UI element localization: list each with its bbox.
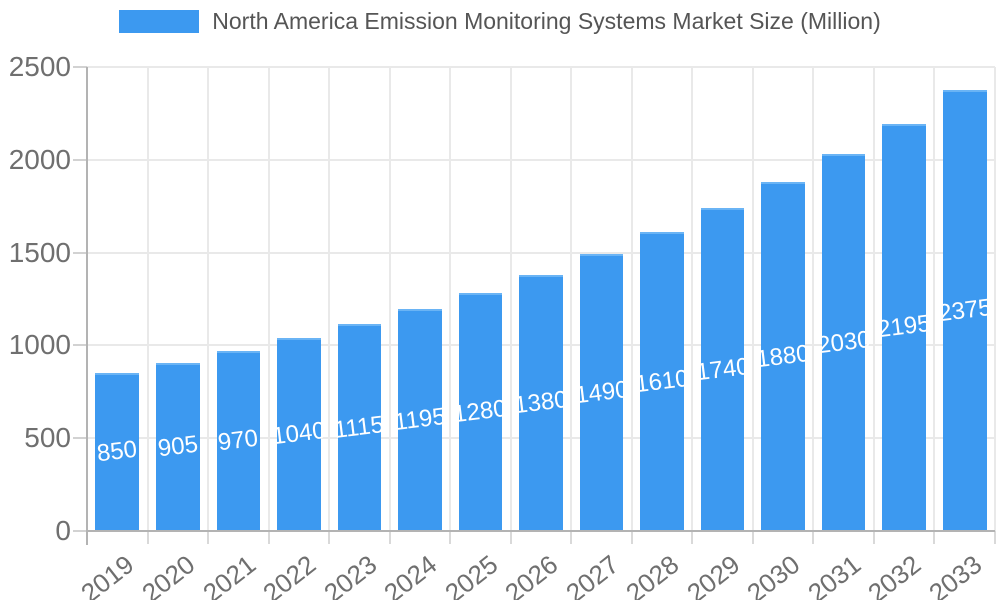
bar-value-label: 1740 [694, 352, 751, 386]
y-gridline [87, 66, 995, 68]
x-axis-tick [449, 531, 452, 544]
bar[interactable] [640, 232, 684, 531]
bar[interactable] [700, 208, 745, 531]
x-gridline [388, 67, 391, 531]
legend-item[interactable]: North America Emission Monitoring System… [119, 8, 881, 34]
y-axis-tick-label: 2500 [8, 51, 71, 82]
bar[interactable] [519, 274, 563, 531]
chart-legend: North America Emission Monitoring System… [0, 10, 1000, 33]
x-axis-tick [388, 531, 391, 544]
x-gridline [509, 67, 512, 531]
y-axis-tick-label: 1500 [8, 236, 71, 268]
bar[interactable] [458, 293, 503, 531]
x-axis-tick-label: 2027 [559, 549, 625, 600]
bar-value-label: 1490 [573, 375, 630, 409]
y-axis-tick [73, 437, 87, 440]
bar[interactable] [761, 182, 805, 531]
x-axis-tick-label: 2030 [741, 549, 806, 600]
x-axis-tick [570, 531, 573, 544]
y-axis-tick-label: 1000 [8, 329, 71, 361]
y-gridline [87, 158, 995, 161]
x-gridline [328, 67, 331, 531]
x-axis-tick-label: 2029 [681, 549, 746, 600]
x-axis-tick [328, 531, 331, 544]
x-axis-tick-label: 2023 [317, 549, 382, 600]
x-gridline [449, 67, 452, 531]
legend-color-swatch [119, 10, 200, 33]
bar-value-label: 2375 [936, 293, 993, 327]
bar[interactable] [95, 373, 140, 531]
bar[interactable] [942, 90, 987, 531]
bar-value-label: 1115 [332, 410, 386, 444]
x-axis-tick [630, 531, 633, 544]
bar[interactable] [216, 350, 261, 531]
x-axis-tick-label: 2032 [862, 549, 927, 600]
x-gridline [691, 67, 694, 531]
x-gridline [570, 67, 573, 531]
bar[interactable] [398, 309, 442, 531]
x-axis-tick [933, 531, 936, 544]
x-axis-tick-label: 2021 [196, 549, 261, 600]
y-axis-tick [73, 158, 87, 161]
bar-value-label: 1880 [754, 339, 812, 373]
legend-label: North America Emission Monitoring System… [212, 8, 881, 34]
y-axis-tick [73, 66, 87, 68]
x-gridline [933, 67, 936, 531]
x-gridline [751, 67, 754, 531]
y-gridline [87, 251, 995, 254]
x-axis-tick-label: 2026 [499, 549, 564, 600]
x-axis-tick [691, 531, 694, 544]
x-gridline [994, 67, 996, 531]
bar[interactable] [579, 254, 624, 531]
x-axis-tick [751, 531, 754, 544]
x-axis-tick [146, 531, 149, 544]
x-axis-tick-label: 2020 [136, 549, 201, 600]
bar-value-label: 905 [156, 430, 200, 463]
bar[interactable] [821, 154, 866, 531]
y-axis-line [86, 67, 88, 545]
x-axis-tick-label: 2028 [620, 549, 685, 600]
y-axis-tick [73, 251, 87, 254]
x-gridline [872, 67, 875, 531]
x-axis-tick [207, 531, 210, 544]
y-axis-tick [73, 530, 87, 532]
x-axis-tick [509, 531, 512, 544]
x-axis-tick [267, 531, 270, 544]
bar-value-label: 1610 [633, 364, 691, 398]
bar[interactable] [277, 337, 321, 531]
x-axis-tick-label: 2025 [438, 549, 503, 600]
x-axis-tick [872, 531, 875, 544]
x-axis-tick-label: 2024 [378, 549, 443, 600]
bar-value-label: 970 [216, 424, 260, 457]
bar[interactable] [882, 123, 926, 531]
bar[interactable] [337, 324, 382, 531]
bar-value-label: 2030 [815, 325, 872, 359]
x-axis-tick-label: 2033 [923, 549, 988, 600]
x-axis-tick [812, 531, 815, 544]
x-gridline [146, 67, 149, 531]
x-gridline [630, 67, 633, 531]
x-axis-tick-label: 2019 [75, 549, 140, 600]
y-axis-tick [73, 344, 87, 347]
y-axis-tick-label: 0 [55, 515, 71, 546]
bar[interactable] [156, 363, 200, 531]
x-axis-tick-label: 2022 [257, 549, 322, 600]
x-axis-tick [994, 531, 996, 544]
y-axis-tick-label: 500 [24, 422, 71, 454]
x-gridline [207, 67, 210, 531]
bar-value-label: 850 [95, 435, 139, 468]
x-gridline [267, 67, 270, 531]
y-axis-tick-label: 2000 [8, 143, 71, 175]
x-axis-tick-label: 2031 [802, 549, 867, 600]
x-axis-line [87, 530, 995, 532]
x-gridline [812, 67, 815, 531]
